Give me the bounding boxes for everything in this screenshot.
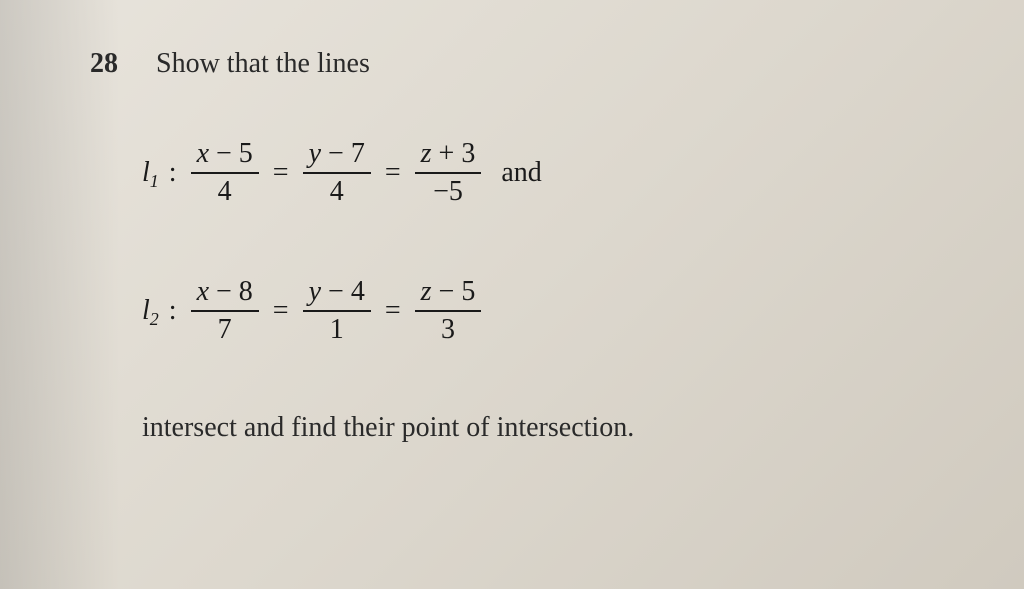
- line2-frac1: x − 8 7: [191, 274, 259, 348]
- var: z: [421, 276, 432, 307]
- equals-sign: =: [385, 295, 401, 327]
- and-text: and: [501, 157, 541, 189]
- op: − 5: [209, 138, 253, 169]
- equation-line-2: l 2 : x − 8 7 = y − 4 1 = z − 5 3: [142, 274, 934, 348]
- frac-numerator: y − 7: [303, 136, 371, 174]
- op: + 3: [432, 138, 476, 169]
- line1-frac3: z + 3 −5: [415, 136, 482, 210]
- line2-label: l 2: [142, 295, 159, 327]
- frac-numerator: x − 8: [191, 274, 259, 312]
- page-shadow: [0, 0, 120, 589]
- frac-denominator: 1: [324, 312, 350, 348]
- colon: :: [169, 157, 177, 189]
- var: y: [309, 138, 321, 169]
- line1-frac2: y − 7 4: [303, 136, 371, 210]
- frac-numerator: z + 3: [415, 136, 482, 174]
- op: − 7: [321, 138, 365, 169]
- line2-label-letter: l: [142, 295, 150, 327]
- line1-label-sub: 1: [150, 171, 159, 192]
- frac-denominator: −5: [427, 174, 469, 210]
- problem-prompt: Show that the lines: [156, 48, 370, 80]
- frac-denominator: 4: [212, 174, 238, 210]
- op: − 4: [321, 276, 365, 307]
- equals-sign: =: [273, 295, 289, 327]
- op: − 8: [209, 276, 253, 307]
- line1-label: l 1: [142, 157, 159, 189]
- frac-denominator: 3: [435, 312, 461, 348]
- op: − 5: [432, 276, 476, 307]
- line1-label-letter: l: [142, 157, 150, 189]
- frac-numerator: x − 5: [191, 136, 259, 174]
- problem-header: 28 Show that the lines: [90, 48, 934, 80]
- frac-denominator: 7: [212, 312, 238, 348]
- conclusion-text: intersect and find their point of inters…: [142, 412, 934, 444]
- equals-sign: =: [385, 157, 401, 189]
- colon: :: [169, 295, 177, 327]
- line2-frac2: y − 4 1: [303, 274, 371, 348]
- var: x: [197, 276, 209, 307]
- var: x: [197, 138, 209, 169]
- problem-number: 28: [90, 48, 118, 80]
- frac-numerator: y − 4: [303, 274, 371, 312]
- line2-frac3: z − 5 3: [415, 274, 482, 348]
- var: y: [309, 276, 321, 307]
- frac-denominator: 4: [324, 174, 350, 210]
- line2-label-sub: 2: [150, 309, 159, 330]
- frac-numerator: z − 5: [415, 274, 482, 312]
- var: z: [421, 138, 432, 169]
- line1-frac1: x − 5 4: [191, 136, 259, 210]
- equation-line-1: l 1 : x − 5 4 = y − 7 4 = z + 3 −5 and: [142, 136, 934, 210]
- equals-sign: =: [273, 157, 289, 189]
